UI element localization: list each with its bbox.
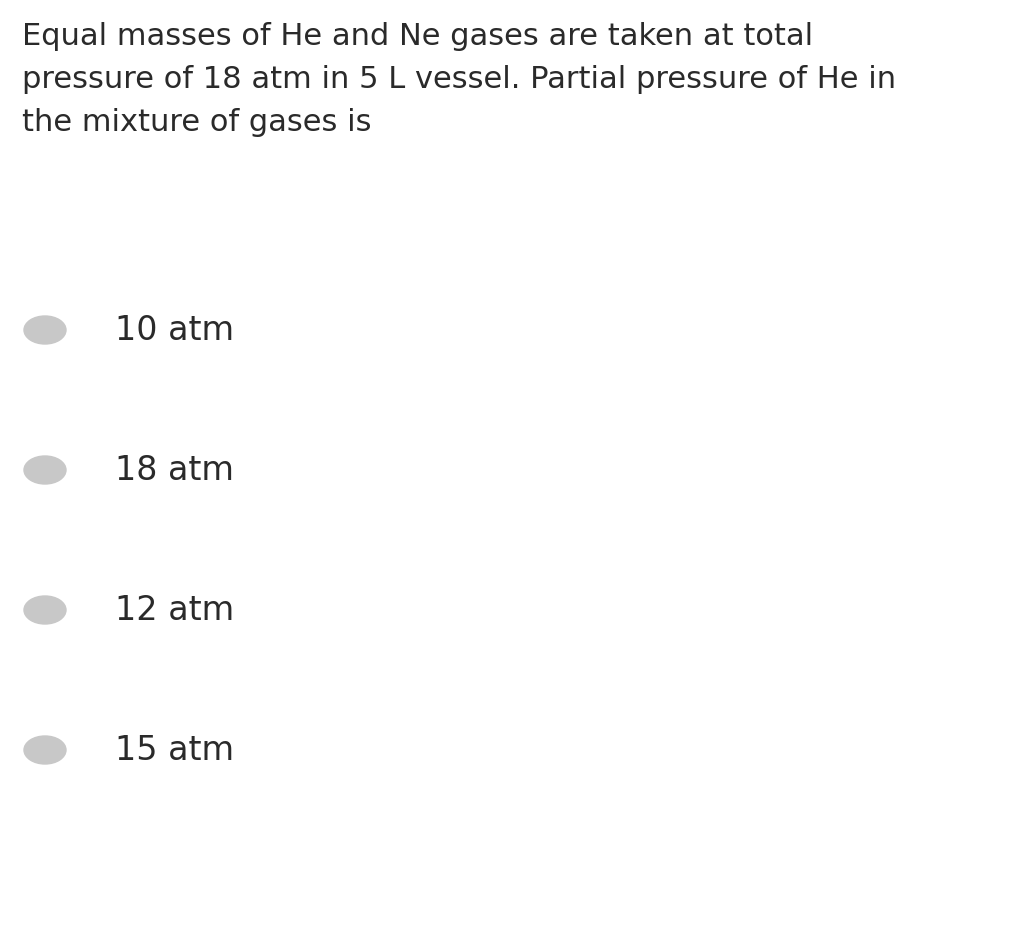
Text: 18 atm: 18 atm <box>115 453 234 487</box>
Text: 12 atm: 12 atm <box>115 593 234 627</box>
Ellipse shape <box>24 316 66 344</box>
Ellipse shape <box>24 736 66 764</box>
Ellipse shape <box>24 456 66 484</box>
Ellipse shape <box>24 596 66 624</box>
Text: 10 atm: 10 atm <box>115 314 234 346</box>
Text: 15 atm: 15 atm <box>115 734 234 766</box>
Text: Equal masses of He and Ne gases are taken at total
pressure of 18 atm in 5 L ves: Equal masses of He and Ne gases are take… <box>22 22 896 137</box>
